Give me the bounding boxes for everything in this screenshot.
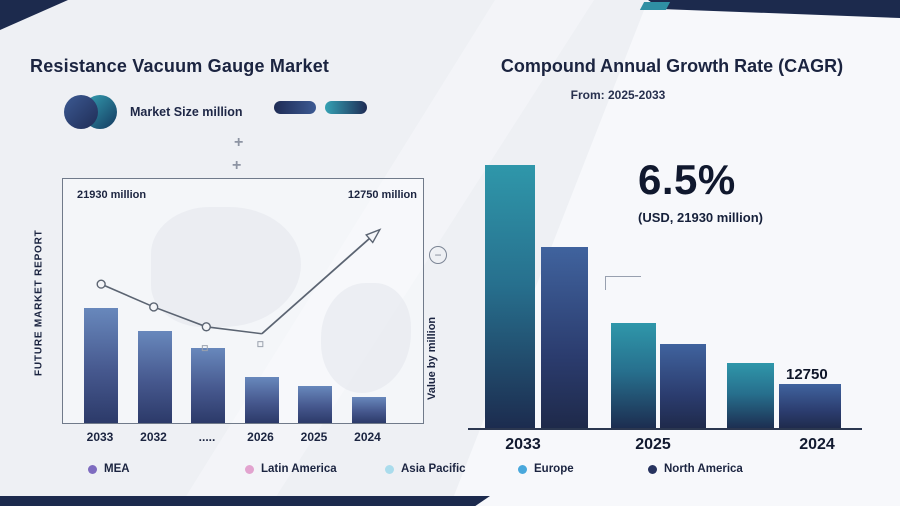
background-blob (151, 207, 301, 327)
right-y-axis-label: Value by million (426, 316, 438, 400)
gradient-pills-decoration (274, 101, 367, 114)
market-bar-..... (191, 347, 225, 423)
legend-dot (648, 464, 657, 474)
cagr-bar-2033-series-1 (485, 165, 535, 430)
legend-item-mea: MEA (88, 463, 130, 475)
market-x-label: 2026 (247, 430, 274, 444)
legend-dot (245, 464, 254, 474)
market-bar-2024 (351, 396, 386, 423)
cagr-note: (USD, 21930 million) (638, 210, 763, 225)
cagr-bar-2024-series-1 (727, 363, 774, 430)
market-size-label: Market Size million (130, 105, 243, 119)
bracket-decoration (605, 276, 641, 290)
market-x-label: 2024 (354, 430, 381, 444)
legend-label: Europe (534, 463, 574, 475)
coin-front (64, 95, 98, 129)
right-chart-subtitle: From: 2025-2033 (570, 88, 666, 102)
legend-item-latin-america: Latin America (245, 463, 337, 475)
legend-item-north-america: North America (648, 463, 743, 475)
legend-dot (385, 464, 394, 474)
region-legend: MEA Latin America Asia Pacific Europe North … (0, 463, 900, 485)
market-x-labels: 2033 2032..... 2026 2025 2024 (62, 430, 424, 446)
plus-icon: + (232, 157, 242, 174)
market-size-legend: Market Size million (64, 94, 243, 130)
bottom-bar-decoration (0, 496, 490, 506)
cagr-bar-2025-series-2 (660, 344, 706, 430)
cagr-bar-2024-series-2 (779, 383, 841, 430)
legend-item-asia-pacific: Asia Pacific (385, 463, 466, 475)
right-chart-title: Compound Annual Growth Rate (CAGR) (500, 56, 844, 76)
left-chart-title: Resistance Vacuum Gauge Market (30, 56, 330, 76)
cagr-x-label: 2033 (505, 436, 541, 453)
market-bar-2026 (244, 376, 279, 423)
market-x-label: 2032 (140, 430, 167, 444)
teal-pill (325, 101, 367, 114)
end-value-label: 12750 million (347, 189, 417, 201)
legend-label: Asia Pacific (401, 463, 466, 475)
navy-pill (274, 101, 316, 114)
corner-decoration-top-left (0, 0, 68, 30)
cagr-bar-2025-series-1 (611, 322, 656, 430)
cagr-x-label: 2024 (799, 436, 835, 453)
x-axis-line (468, 428, 862, 430)
legend-label: Latin America (261, 463, 337, 475)
cagr-annotation: 12750 (786, 366, 828, 383)
coin-icon (64, 95, 118, 129)
minus-glyph: − (434, 248, 442, 262)
legend-dot (88, 464, 97, 474)
market-x-label: 2033 (86, 430, 114, 444)
market-chart: 21930 million 12750 million (62, 178, 424, 424)
market-bar-2032 (137, 331, 172, 423)
minus-circle-icon: − (429, 246, 447, 264)
cagr-bars (468, 160, 868, 460)
market-bars (63, 179, 423, 423)
cagr-chart: 12750 2033 2025 2024 (468, 160, 868, 460)
legend-dot (518, 464, 527, 474)
legend-item-europe: Europe (518, 463, 574, 475)
legend-label: MEA (104, 463, 130, 475)
trend-arrow-graphic (96, 228, 382, 352)
corner-accent-teal (639, 2, 671, 10)
left-y-axis-label: FUTURE MARKET REPORT (33, 229, 45, 377)
market-x-label: 2025 (300, 430, 328, 444)
market-bar-2033 (84, 308, 118, 423)
cagr-value: 6.5% (638, 156, 736, 203)
start-value-label: 21930 million (77, 189, 147, 201)
cagr-bar-2033-series-2 (541, 246, 588, 430)
market-x-label: ..... (198, 430, 216, 444)
background-blob (321, 283, 411, 393)
plus-icon: + (234, 134, 244, 151)
market-bar-2025 (298, 386, 332, 423)
cagr-x-label: 2025 (635, 436, 671, 453)
legend-label: North America (664, 463, 743, 475)
